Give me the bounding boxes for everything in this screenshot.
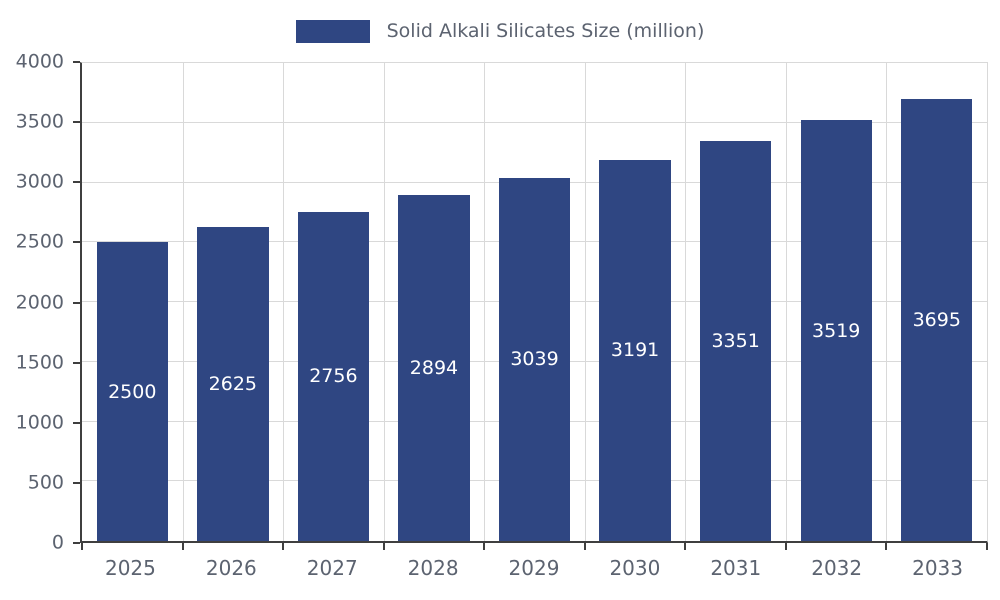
x-tick-mark (483, 543, 486, 550)
y-tick-label: 500 (27, 471, 64, 494)
y-tick-label: 1000 (15, 411, 64, 434)
x-tick-mark (885, 543, 888, 550)
y-tick-mark (73, 241, 80, 244)
y-tick-label: 0 (51, 531, 64, 554)
bar-slot: 2894 (384, 63, 485, 541)
bar-slot: 3351 (685, 63, 786, 541)
bar-value-label: 2500 (108, 380, 157, 403)
bar: 2500 (96, 242, 168, 541)
bar: 3695 (901, 99, 973, 541)
bar-slot: 3039 (484, 63, 585, 541)
gridline-vertical (182, 63, 184, 541)
y-tick-mark (73, 481, 80, 484)
y-tick-label: 1500 (15, 351, 64, 374)
y-tick-mark (73, 181, 80, 184)
bar-value-label: 3695 (912, 309, 961, 332)
y-tick-label: 2000 (15, 291, 64, 313)
bar-value-label: 2894 (409, 357, 459, 380)
gridline-vertical (484, 63, 486, 541)
legend: Solid Alkali Silicates Size (million) (0, 18, 1000, 44)
y-tick-label: 4000 (15, 50, 64, 73)
plot-area: 2500 2625 2756 2894 3039 3191 3351 3519 3695 (80, 62, 988, 550)
legend-swatch (295, 19, 370, 43)
y-tick-mark (73, 301, 80, 304)
x-tick-label: 2033 (912, 556, 964, 580)
gridline-vertical (584, 63, 586, 541)
bar-slot: 3695 (887, 63, 988, 541)
bar-slot: 2756 (283, 63, 384, 541)
x-tick-mark (181, 543, 184, 550)
x-tick-label: 2027 (306, 556, 358, 580)
x-tick-label: 2029 (508, 556, 560, 580)
bar-value-label: 3039 (510, 348, 559, 371)
bar-slot: 3519 (786, 63, 887, 541)
x-tick-mark (583, 543, 586, 550)
bar: 2625 (197, 227, 269, 541)
bar-value-label: 2625 (208, 373, 258, 396)
bar: 2894 (398, 195, 470, 541)
x-tick-mark (81, 543, 83, 550)
bar: 2756 (297, 211, 370, 541)
x-tick-label: 2028 (407, 556, 459, 580)
y-tick-mark (73, 61, 80, 63)
x-tick-label: 2025 (104, 556, 156, 580)
bar-value-label: 3351 (711, 329, 760, 352)
y-axis: 0 500 1000 1500 2000 2500 3000 3500 4000 (0, 52, 80, 552)
x-tick-mark (986, 543, 988, 550)
y-tick-mark (73, 121, 80, 124)
x-tick-mark (382, 543, 385, 550)
gridline-horizontal (82, 121, 987, 123)
x-tick-mark (784, 543, 787, 550)
bar: 3351 (699, 140, 772, 541)
x-tick-label: 2031 (710, 556, 762, 580)
x-tick-mark (684, 543, 687, 550)
bar-value-label: 2756 (309, 365, 358, 388)
bar-slot: 2625 (183, 63, 284, 541)
y-tick-label: 2500 (15, 230, 64, 253)
x-tick-label: 2032 (811, 556, 863, 580)
legend-label: Solid Alkali Silicates Size (million) (386, 20, 705, 42)
x-tick-label: 2030 (609, 556, 661, 580)
x-tick-label: 2026 (205, 556, 257, 580)
y-tick-label: 3000 (15, 170, 64, 193)
bar-value-label: 3191 (610, 339, 660, 362)
bar-slot: 3191 (585, 63, 686, 541)
bar: 3039 (498, 177, 571, 541)
gridline-vertical (685, 63, 687, 541)
y-tick-mark (73, 361, 80, 364)
gridline-vertical (383, 63, 385, 541)
x-axis: 2025 2026 2027 2028 2029 2030 2031 2032 2033 (80, 556, 988, 580)
bar-value-label: 3519 (812, 319, 861, 342)
bar: 3519 (800, 120, 872, 541)
y-tick-mark (73, 421, 80, 424)
y-tick-mark (73, 542, 80, 544)
bars-layer: 2500 2625 2756 2894 3039 3191 3351 3519 3695 (82, 63, 987, 541)
gridline-vertical (886, 63, 888, 541)
bar: 3191 (599, 159, 671, 541)
x-tick-mark (282, 543, 285, 550)
y-tick-label: 3500 (15, 110, 64, 133)
gridline-vertical (283, 63, 285, 541)
bar-slot: 2500 (82, 63, 183, 541)
gridline-vertical (785, 63, 787, 541)
